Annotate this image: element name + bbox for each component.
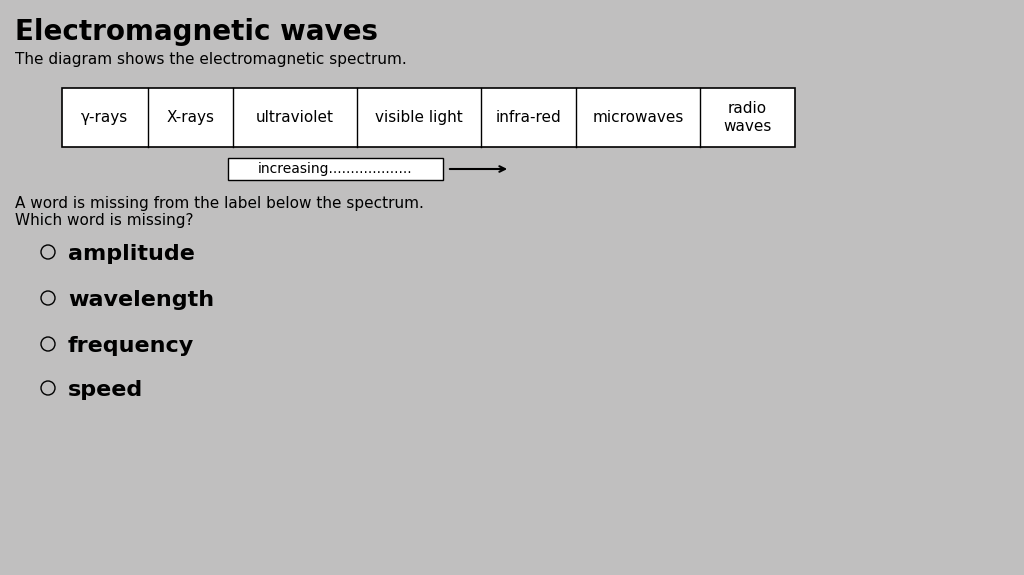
Text: microwaves: microwaves bbox=[592, 110, 684, 125]
Text: frequency: frequency bbox=[68, 336, 195, 356]
Text: wavelength: wavelength bbox=[68, 290, 214, 310]
Text: visible light: visible light bbox=[375, 110, 463, 125]
Text: The diagram shows the electromagnetic spectrum.: The diagram shows the electromagnetic sp… bbox=[15, 52, 407, 67]
Text: A word is missing from the label below the spectrum.: A word is missing from the label below t… bbox=[15, 196, 424, 211]
Text: amplitude: amplitude bbox=[68, 244, 195, 264]
Text: X-rays: X-rays bbox=[167, 110, 214, 125]
Text: ultraviolet: ultraviolet bbox=[256, 110, 334, 125]
Text: Which word is missing?: Which word is missing? bbox=[15, 213, 194, 228]
Text: increasing...................: increasing................... bbox=[258, 162, 413, 176]
Text: radio
waves: radio waves bbox=[723, 101, 772, 134]
Text: γ-rays: γ-rays bbox=[81, 110, 128, 125]
Text: infra-red: infra-red bbox=[496, 110, 561, 125]
Text: speed: speed bbox=[68, 380, 143, 400]
Text: Electromagnetic waves: Electromagnetic waves bbox=[15, 18, 378, 46]
